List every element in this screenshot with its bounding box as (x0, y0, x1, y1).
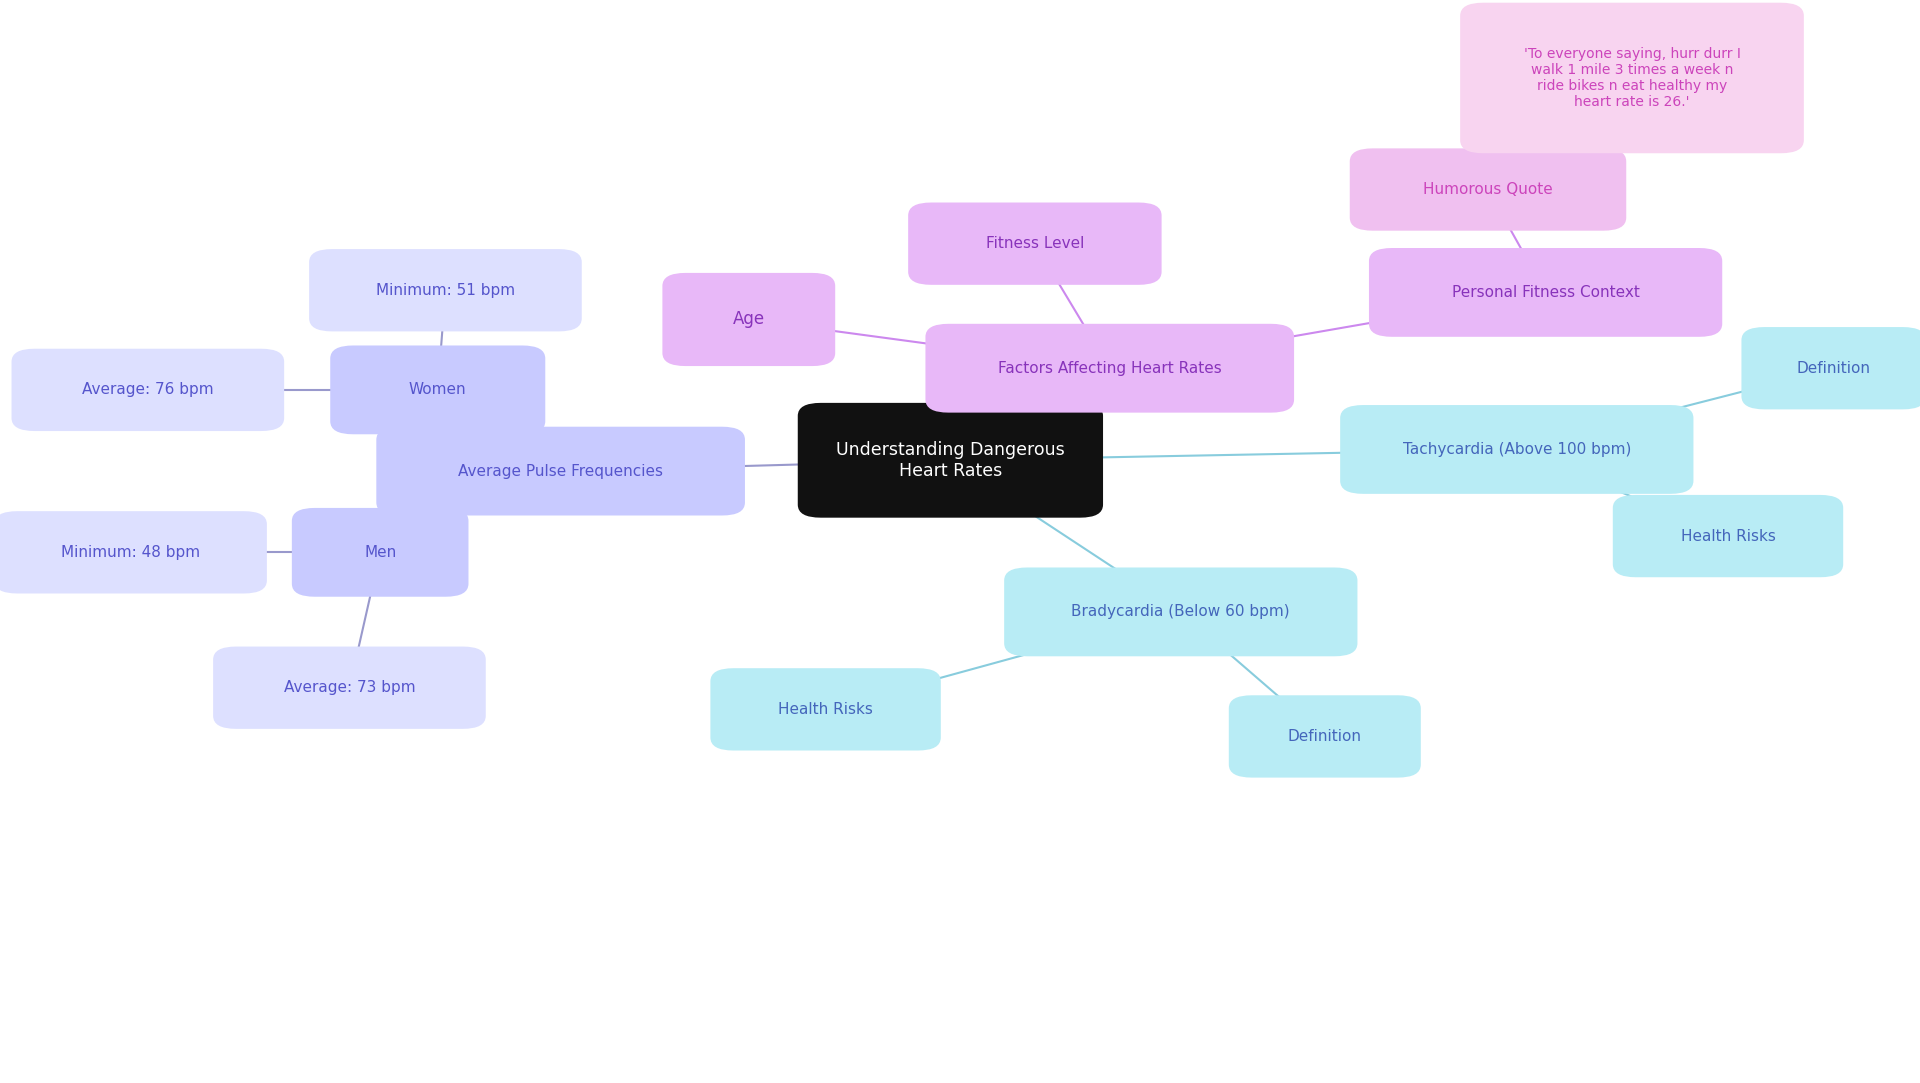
FancyBboxPatch shape (12, 349, 284, 431)
FancyBboxPatch shape (1229, 695, 1421, 778)
FancyBboxPatch shape (0, 511, 267, 593)
Text: Bradycardia (Below 60 bpm): Bradycardia (Below 60 bpm) (1071, 604, 1290, 619)
FancyBboxPatch shape (925, 324, 1294, 413)
FancyBboxPatch shape (908, 203, 1162, 285)
Text: Average Pulse Frequencies: Average Pulse Frequencies (459, 464, 662, 479)
FancyBboxPatch shape (1741, 327, 1920, 409)
FancyBboxPatch shape (1613, 495, 1843, 577)
FancyBboxPatch shape (710, 668, 941, 751)
FancyBboxPatch shape (309, 249, 582, 331)
Text: Men: Men (365, 545, 396, 560)
FancyBboxPatch shape (292, 508, 468, 597)
FancyBboxPatch shape (376, 427, 745, 516)
Text: Age: Age (733, 311, 764, 328)
Text: Average: 76 bpm: Average: 76 bpm (83, 382, 213, 397)
Text: Minimum: 51 bpm: Minimum: 51 bpm (376, 283, 515, 298)
FancyBboxPatch shape (1340, 405, 1693, 494)
Text: Definition: Definition (1288, 729, 1361, 744)
Text: Tachycardia (Above 100 bpm): Tachycardia (Above 100 bpm) (1404, 442, 1630, 457)
Text: Average: 73 bpm: Average: 73 bpm (284, 680, 415, 695)
FancyBboxPatch shape (662, 273, 835, 366)
Text: Factors Affecting Heart Rates: Factors Affecting Heart Rates (998, 361, 1221, 376)
FancyBboxPatch shape (213, 647, 486, 729)
FancyBboxPatch shape (799, 403, 1102, 518)
FancyBboxPatch shape (1350, 148, 1626, 231)
Text: Minimum: 48 bpm: Minimum: 48 bpm (61, 545, 200, 560)
Text: Fitness Level: Fitness Level (985, 236, 1085, 251)
Text: Understanding Dangerous
Heart Rates: Understanding Dangerous Heart Rates (835, 441, 1066, 480)
Text: Definition: Definition (1797, 361, 1870, 376)
Text: Personal Fitness Context: Personal Fitness Context (1452, 285, 1640, 300)
FancyBboxPatch shape (1004, 567, 1357, 656)
FancyBboxPatch shape (1459, 3, 1803, 154)
Text: Humorous Quote: Humorous Quote (1423, 182, 1553, 197)
FancyBboxPatch shape (1369, 248, 1722, 337)
Text: Health Risks: Health Risks (1680, 529, 1776, 544)
Text: Health Risks: Health Risks (778, 702, 874, 717)
Text: Women: Women (409, 382, 467, 397)
Text: 'To everyone saying, hurr durr I
walk 1 mile 3 times a week n
ride bikes n eat h: 'To everyone saying, hurr durr I walk 1 … (1524, 47, 1740, 109)
FancyBboxPatch shape (330, 345, 545, 434)
